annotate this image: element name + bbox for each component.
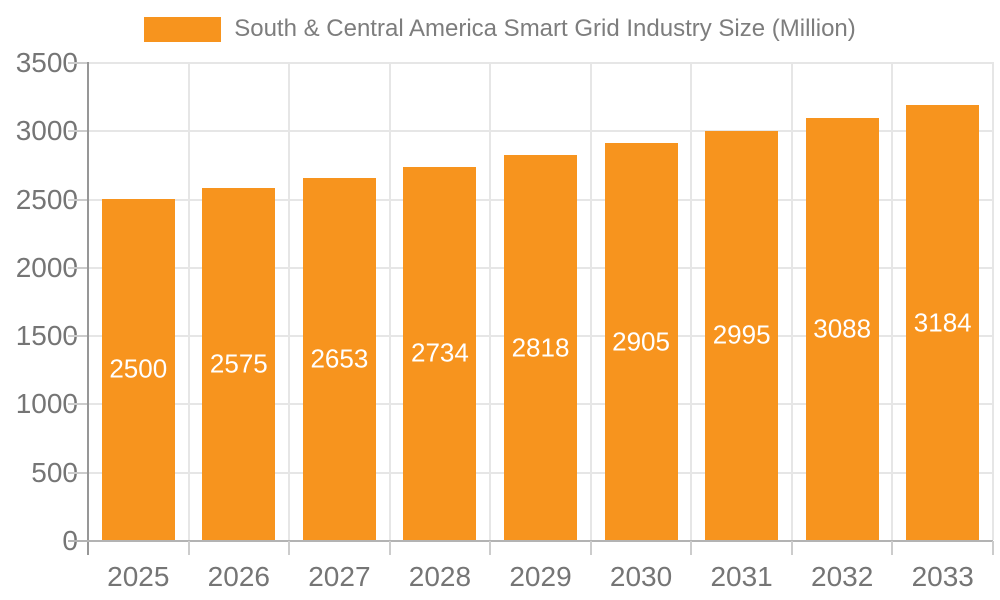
legend-item[interactable]: South & Central America Smart Grid Indus… xyxy=(144,15,856,43)
x-tick-mark xyxy=(589,541,592,555)
bar-value-label: 2500 xyxy=(109,353,168,384)
gridline-vertical xyxy=(589,62,592,540)
bar-value-label: 3088 xyxy=(813,313,872,344)
x-tick-label: 2031 xyxy=(710,561,773,592)
x-tick-label: 2030 xyxy=(609,561,673,592)
y-tick-mark xyxy=(68,335,88,338)
x-tick-mark xyxy=(992,541,994,555)
y-tick-mark xyxy=(68,130,88,133)
y-tick-mark xyxy=(68,403,88,406)
gridline-horizontal xyxy=(88,130,993,133)
x-tick-mark xyxy=(489,541,492,555)
y-tick-label: 3000 xyxy=(15,115,78,147)
y-tick-label: 500 xyxy=(31,456,78,488)
x-tick-mark xyxy=(187,541,190,555)
y-tick-label: 3500 xyxy=(15,47,78,78)
x-tick-label: 2027 xyxy=(308,561,371,592)
x-tick-label: 2033 xyxy=(911,561,974,592)
bar-value-label: 2995 xyxy=(712,319,771,350)
gridline-vertical xyxy=(388,62,391,540)
y-tick-label: 1000 xyxy=(15,388,78,420)
bar-value-label: 2818 xyxy=(511,332,570,363)
y-tick-label: 2000 xyxy=(15,251,78,283)
y-tick-label: 0 xyxy=(62,525,78,556)
x-tick-mark xyxy=(288,541,291,555)
bar-2025[interactable]: 2500 xyxy=(101,198,175,540)
bar-2032[interactable]: 3088 xyxy=(805,118,879,540)
legend: South & Central America Smart Grid Indus… xyxy=(0,15,1000,43)
y-tick-label: 2500 xyxy=(15,183,78,215)
x-tick-mark xyxy=(388,541,391,555)
x-tick-mark xyxy=(790,541,793,555)
bar-2030[interactable]: 2905 xyxy=(604,143,678,540)
gridline-vertical xyxy=(187,62,190,540)
x-tick-label: 2026 xyxy=(207,561,270,592)
x-axis-line xyxy=(68,540,993,542)
x-tick-label: 2028 xyxy=(408,561,472,592)
bar-value-label: 2575 xyxy=(209,348,268,379)
bar-2028[interactable]: 2734 xyxy=(403,166,477,540)
x-tick-label: 2025 xyxy=(107,561,170,592)
x-tick-mark xyxy=(891,541,894,555)
legend-swatch xyxy=(144,16,222,42)
gridline-vertical xyxy=(790,62,793,540)
bar-value-label: 3184 xyxy=(913,307,972,338)
gridline-vertical xyxy=(489,62,492,540)
bar-value-label: 2905 xyxy=(612,326,670,357)
gridline-horizontal xyxy=(88,62,993,64)
y-tick-mark xyxy=(68,62,88,64)
gridline-vertical xyxy=(690,62,693,540)
plot-area: 2500 2575 2653 2734 2818 2905 2995 3088 3184 xyxy=(88,62,994,540)
bar-2026[interactable]: 2575 xyxy=(202,188,276,540)
x-tick-label: 2029 xyxy=(509,561,572,592)
bar-value-label: 2653 xyxy=(310,343,369,374)
x-tick-mark xyxy=(690,541,693,555)
y-tick-mark xyxy=(68,198,88,201)
y-tick-mark xyxy=(68,471,88,474)
gridline-vertical xyxy=(288,62,291,540)
bar-2027[interactable]: 2653 xyxy=(302,177,376,540)
bar-2029[interactable]: 2818 xyxy=(504,155,577,540)
legend-label: South & Central America Smart Grid Indus… xyxy=(234,15,856,42)
bar-value-label: 2734 xyxy=(411,337,469,368)
y-axis-line xyxy=(87,62,89,555)
gridline-vertical xyxy=(891,62,894,540)
y-tick-mark xyxy=(68,266,88,269)
bar-2033[interactable]: 3184 xyxy=(906,105,980,540)
bar-2031[interactable]: 2995 xyxy=(705,130,779,540)
x-tick-label: 2032 xyxy=(811,561,874,592)
y-tick-label: 1500 xyxy=(15,320,78,352)
gridline-vertical xyxy=(992,62,994,540)
